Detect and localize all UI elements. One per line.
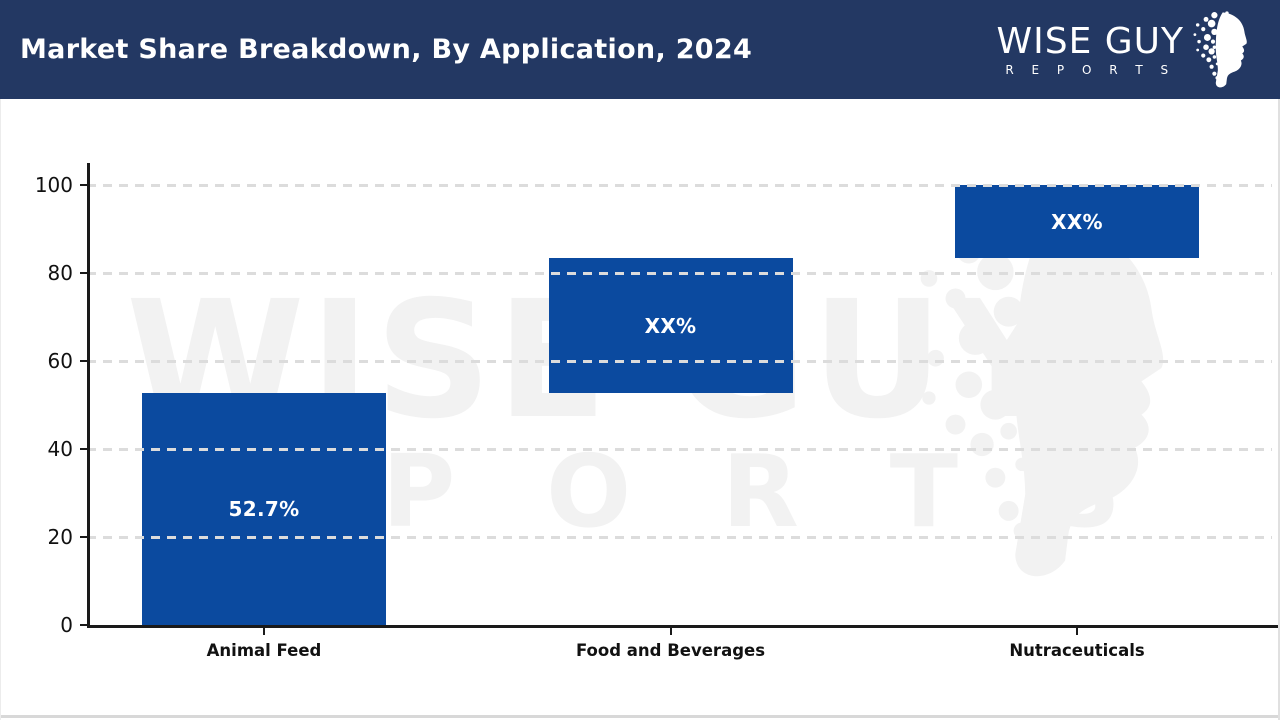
brand-face-icon <box>1178 11 1248 89</box>
bar-food-and-beverages: XX% <box>548 258 793 394</box>
bar-value-label-food-and-beverages: XX% <box>644 313 697 338</box>
bottom-border <box>0 715 1280 718</box>
y-axis-spine <box>87 163 90 628</box>
y-tick-mark-80 <box>80 272 87 274</box>
x-tick-mark-animal-feed <box>263 628 265 635</box>
y-tick-mark-0 <box>80 624 87 626</box>
y-tick-label-60: 60 <box>47 349 73 373</box>
brand-logo-text: WISE GUY R E P O R T S <box>996 20 1185 77</box>
y-tick-label-20: 20 <box>47 525 73 549</box>
y-tick-mark-60 <box>80 360 87 362</box>
bar-value-label-animal-feed: 52.7% <box>228 497 300 522</box>
brand-logo: WISE GUY R E P O R T S <box>997 11 1249 89</box>
brand-logo-line2: R E P O R T S <box>1005 62 1176 77</box>
x-tick-mark-food-and-beverages <box>669 628 672 635</box>
page-title: Market Share Breakdown, By Application, … <box>20 34 753 65</box>
bar-nutraceuticals: XX% <box>955 185 1199 259</box>
left-border <box>0 99 1 720</box>
y-tick-label-80: 80 <box>47 261 73 285</box>
watermark-face-icon <box>836 212 1168 584</box>
bar-value-label-nutraceuticals: XX% <box>1051 209 1103 234</box>
y-tick-label-100: 100 <box>34 173 73 197</box>
x-category-label-food-and-beverages: Food and Beverages <box>575 641 766 660</box>
gridline-y-40 <box>87 448 1272 451</box>
x-axis-spine <box>87 625 1278 628</box>
bar-animal-feed: 52.7% <box>142 393 386 625</box>
x-category-label-nutraceuticals: Nutraceuticals <box>1009 641 1145 660</box>
y-tick-label-40: 40 <box>47 437 73 461</box>
y-tick-mark-40 <box>80 448 87 450</box>
y-tick-mark-100 <box>80 184 87 186</box>
gridline-y-20 <box>87 536 1272 539</box>
right-border <box>1278 99 1280 720</box>
gridline-y-100 <box>87 184 1272 187</box>
x-tick-mark-nutraceuticals <box>1076 628 1078 635</box>
header: Market Share Breakdown, By Application, … <box>0 0 1280 99</box>
watermark-text-line2: P O R T S <box>382 433 1149 550</box>
gridline-y-80 <box>87 272 1272 275</box>
y-tick-mark-20 <box>80 536 87 538</box>
x-category-label-animal-feed: Animal Feed <box>206 641 322 660</box>
gridline-y-60 <box>87 360 1272 363</box>
y-tick-label-0: 0 <box>60 613 73 637</box>
brand-logo-line1: WISE GUY <box>996 20 1184 62</box>
